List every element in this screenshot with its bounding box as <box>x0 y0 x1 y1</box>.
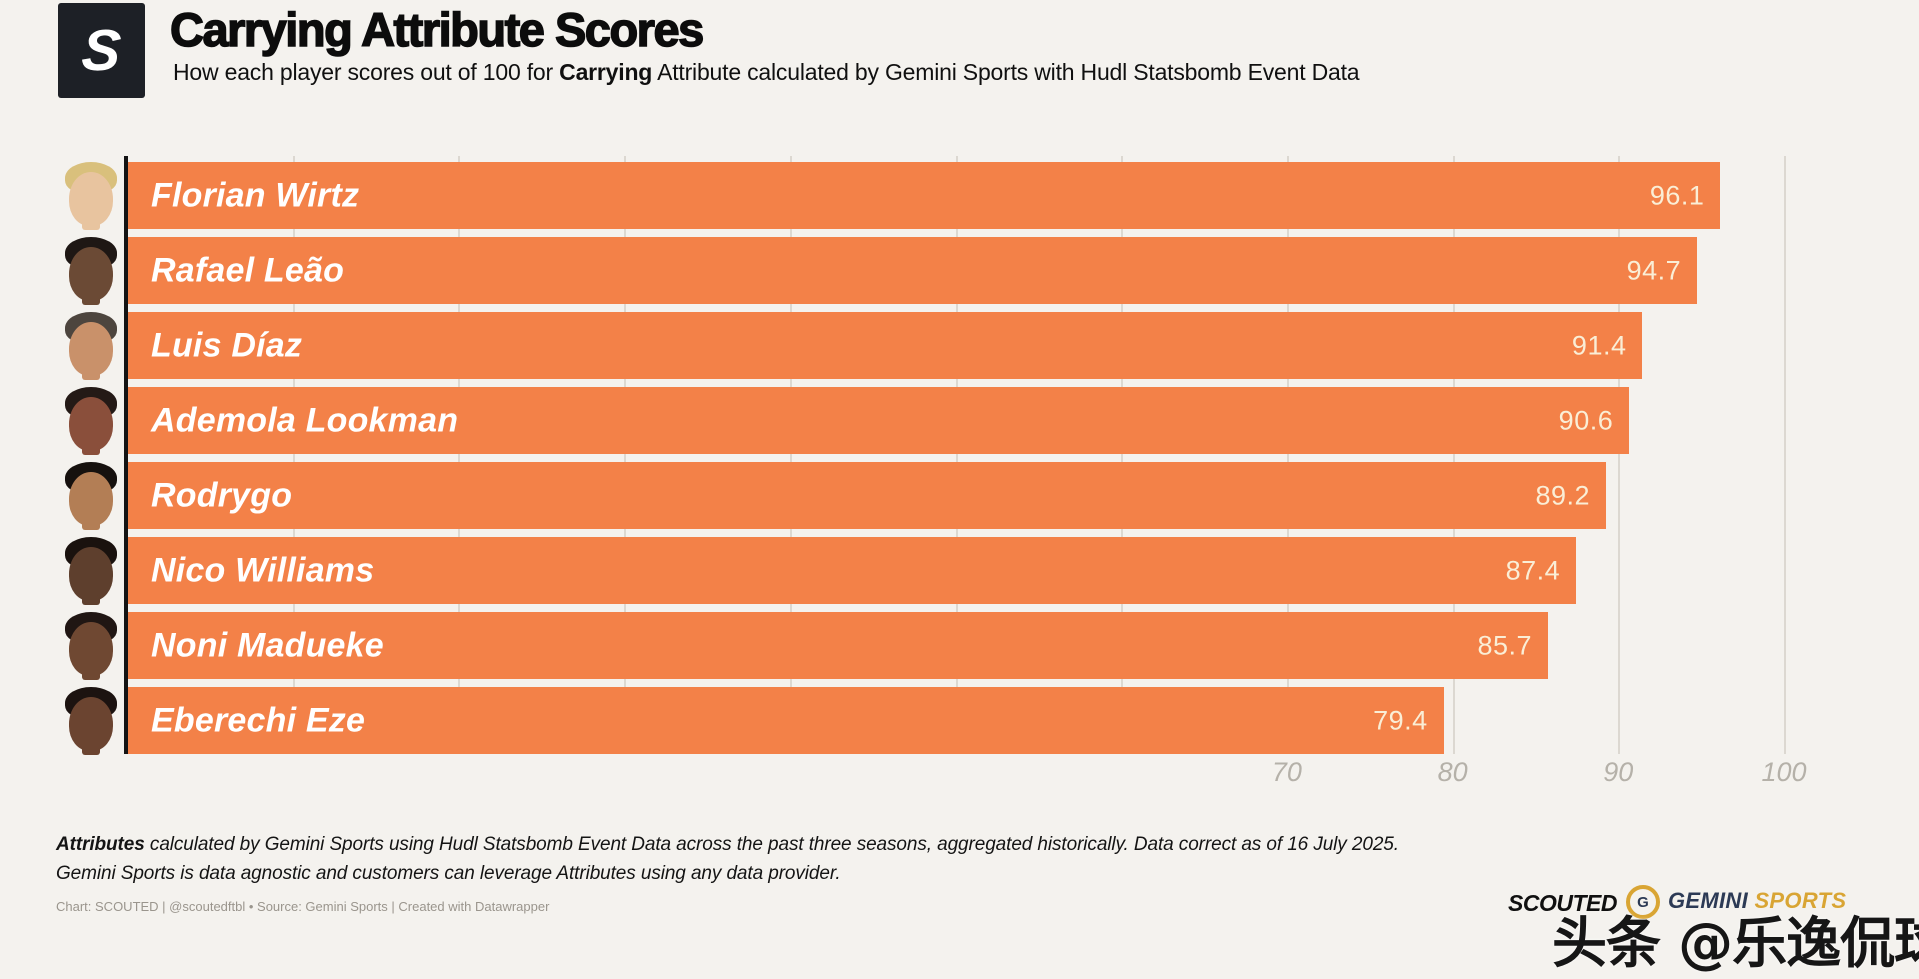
player-name: Luis Díaz <box>151 326 303 364</box>
x-tick-70: 70 <box>1271 757 1302 787</box>
chart-credit: Chart: SCOUTED | @scoutedftbl • Source: … <box>56 899 550 914</box>
bar-nico-williams: Nico Williams 87.4 <box>128 537 1577 604</box>
bar-ademola-lookman: Ademola Lookman 90.6 <box>128 387 1630 454</box>
page-subtitle: How each player scores out of 100 for Ca… <box>173 59 1360 86</box>
player-photo <box>56 160 124 230</box>
gridline-40 <box>789 156 792 754</box>
gridline-90 <box>1618 156 1621 754</box>
player-name: Noni Madueke <box>151 626 384 664</box>
gemini-word: GEMINI <box>1668 888 1749 913</box>
footnote-bold-word: Attributes <box>56 834 145 855</box>
gridline-30 <box>624 156 627 754</box>
player-name: Rafael Leão <box>151 251 345 289</box>
player-name: Eberechi Eze <box>151 701 366 739</box>
player-score: 96.1 <box>1649 180 1705 210</box>
footnote-line1: Attributes calculated by Gemini Sports u… <box>56 834 1399 856</box>
footnote-line2: Gemini Sports is data agnostic and custo… <box>56 863 841 884</box>
subtitle-prefix: How each player scores out of 100 for <box>173 59 560 85</box>
x-tick-100: 100 <box>1761 757 1807 787</box>
player-photo <box>56 235 124 305</box>
player-score: 91.4 <box>1571 330 1627 360</box>
page-title: Carrying Attribute Scores <box>169 2 705 57</box>
gridline-50 <box>955 156 958 754</box>
player-score: 87.4 <box>1505 555 1561 585</box>
player-photo <box>56 685 124 755</box>
player-score: 85.7 <box>1477 630 1533 660</box>
player-score: 94.7 <box>1626 255 1682 285</box>
x-tick-90: 90 <box>1603 757 1634 787</box>
x-tick-80: 80 <box>1437 757 1468 787</box>
gemini-g-icon: G <box>1626 885 1660 919</box>
y-axis-line <box>124 156 128 754</box>
gridline-100 <box>1784 156 1786 754</box>
player-photo <box>56 610 124 680</box>
player-score: 89.2 <box>1535 480 1591 510</box>
gridline-20 <box>458 156 461 754</box>
bar-rodrygo: Rodrygo 89.2 <box>128 462 1607 529</box>
gridline-10 <box>292 156 295 754</box>
player-photo <box>56 385 124 455</box>
sports-word: SPORTS <box>1754 888 1847 913</box>
player-name: Ademola Lookman <box>151 401 459 439</box>
player-photo <box>56 310 124 380</box>
gridline-60 <box>1121 156 1124 754</box>
player-photo <box>56 460 124 530</box>
gemini-g-letter: G <box>1637 893 1649 911</box>
footnote-line1-rest: calculated by Gemini Sports using Hudl S… <box>144 834 1399 855</box>
gridline-80 <box>1452 156 1455 754</box>
gridline-70 <box>1286 156 1289 754</box>
bar-eberechi-eze: Eberechi Eze 79.4 <box>128 687 1444 754</box>
scouted-s-logo: S <box>58 3 145 98</box>
player-name: Rodrygo <box>151 476 293 514</box>
player-photo <box>56 535 124 605</box>
player-name: Florian Wirtz <box>151 176 360 214</box>
player-score: 79.4 <box>1373 705 1428 735</box>
bar-rafael-le-o: Rafael Leão 94.7 <box>128 237 1698 304</box>
player-score: 90.6 <box>1558 405 1614 435</box>
gemini-sports-wordmark: GEMINI SPORTS <box>1668 888 1846 914</box>
bar-florian-wirtz: Florian Wirtz 96.1 <box>128 162 1721 229</box>
scouted-wordmark: SCOUTED <box>1508 890 1617 916</box>
player-name: Nico Williams <box>151 551 375 589</box>
watermark-text: 头条 @乐逸侃球 <box>1552 911 1919 975</box>
bar-noni-madueke: Noni Madueke 85.7 <box>128 612 1549 679</box>
subtitle-bold-word: Carrying <box>559 59 653 85</box>
bar-luis-d-az: Luis Díaz 91.4 <box>128 312 1643 379</box>
subtitle-suffix: Attribute calculated by Gemini Sports wi… <box>652 59 1360 85</box>
